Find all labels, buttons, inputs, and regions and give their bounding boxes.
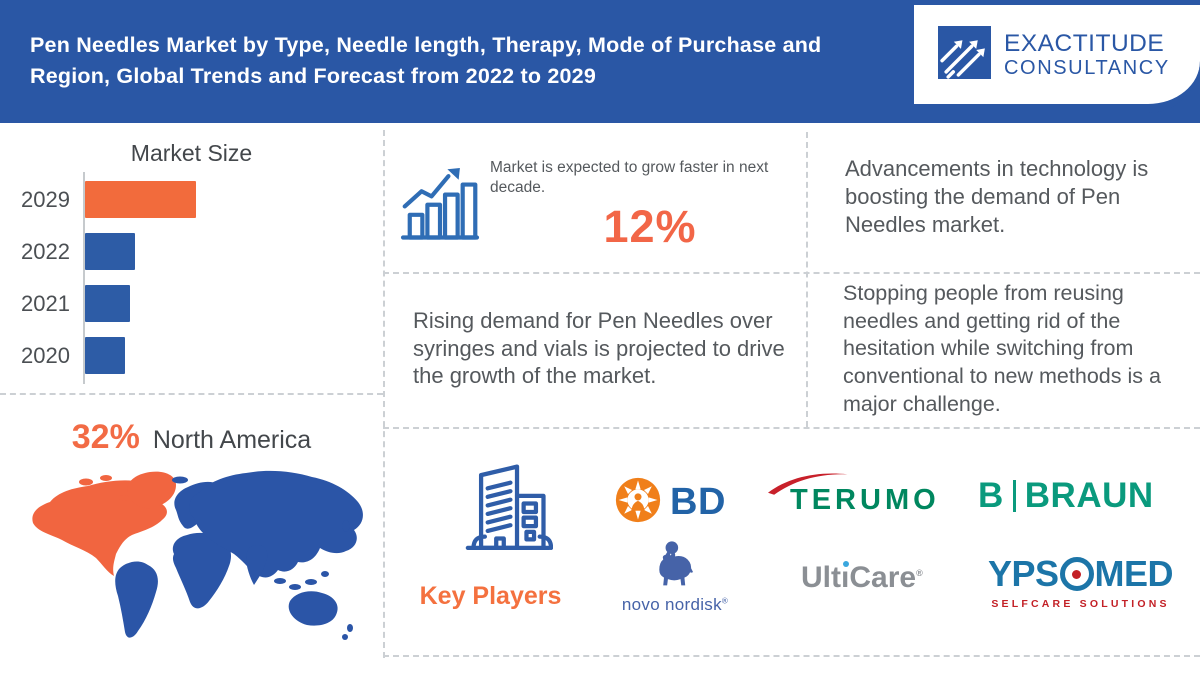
divider-bottom [383,655,1200,657]
bar-row: 2021 [0,285,383,322]
brand-logo-icon [938,25,991,84]
bar [85,233,135,270]
region-highlight: 32% North America [0,418,383,457]
bar-row: 2022 [0,233,383,270]
divider-row2 [383,427,1200,429]
header-band: Pen Needles Market by Type, Needle lengt… [0,0,1200,123]
divider-vertical-left [383,130,385,658]
ulticare-reg: ® [916,568,923,578]
bar-label: 2022 [21,238,70,264]
growth-chart-icon [398,153,482,248]
ulticare-part1: Ult [801,561,841,594]
bar-row: 2029 [0,181,383,218]
page-title-line1: Pen Needles Market by Type, Needle lengt… [30,33,822,57]
page-title: Pen Needles Market by Type, Needle lengt… [30,30,821,92]
logo-novo-nordisk: novo nordisk® [615,540,735,615]
brand-name: EXACTITUDE CONSULTANCY [1004,30,1170,80]
bar [85,285,130,322]
card-technology: Advancements in technology is boosting t… [845,156,1149,238]
terumo-wordmark: TERUMO [790,484,940,516]
ypsomed-subtitle: SELFCARE SOLUTIONS [991,598,1170,610]
bd-wordmark: BD [670,481,726,523]
terumo-swoosh-icon [768,471,850,500]
bbraun-divider [1012,480,1016,512]
bar-label: 2029 [21,186,70,212]
ulticare-part3: Care [849,561,917,594]
card-challenge: Stopping people from reusing needles and… [843,281,1161,416]
region-label: North America [152,426,312,454]
chart-axis-line [83,172,85,384]
logo-ypsomed: YPS MED SELFCARE SOLUTIONS [988,553,1174,610]
bd-sunburst-icon [615,477,661,528]
novo-bull-icon [653,541,697,594]
logo-bbraun: B BRAUN [978,476,1154,516]
brand-name-line2: CONSULTANCY [1004,56,1170,79]
logo-ulticare: UltıCare® [801,561,923,595]
bar-label: 2021 [21,290,70,316]
bar [85,337,125,374]
bar-row: 2020 [0,337,383,374]
novo-wordmark: novo nordisk® [621,595,729,614]
bbraun-braun: BRAUN [1024,476,1154,515]
market-size-chart-rows: 2029 2022 2021 2020 [0,181,383,389]
logo-bd: BD [615,477,726,528]
growth-percent: 12% [603,201,697,252]
bar [85,181,196,218]
bbraun-b: B [978,476,1004,515]
divider-left-column [0,393,383,395]
divider-row1 [383,272,1200,274]
page-title-line2: Region, Global Trends and Forecast from … [30,64,596,88]
ypsomed-wordmark: YPS MED [988,553,1174,594]
world-map [28,468,368,653]
key-players-title: Key Players [419,582,562,610]
brand-name-line1: EXACTITUDE [1004,29,1165,57]
chart-title: Market Size [130,140,253,166]
brand-card: EXACTITUDE CONSULTANCY [914,5,1200,113]
building-icon [447,460,554,569]
card-demand: Rising demand for Pen Needles over syrin… [413,308,785,389]
divider-vertical-right [806,132,808,427]
ypsomed-o-target-icon [1059,557,1094,591]
growth-text: Market is expected to grow faster in nex… [490,159,769,196]
ulticare-i: ı [841,561,850,594]
bar-label: 2020 [21,342,70,368]
region-percent: 32% [71,418,140,456]
